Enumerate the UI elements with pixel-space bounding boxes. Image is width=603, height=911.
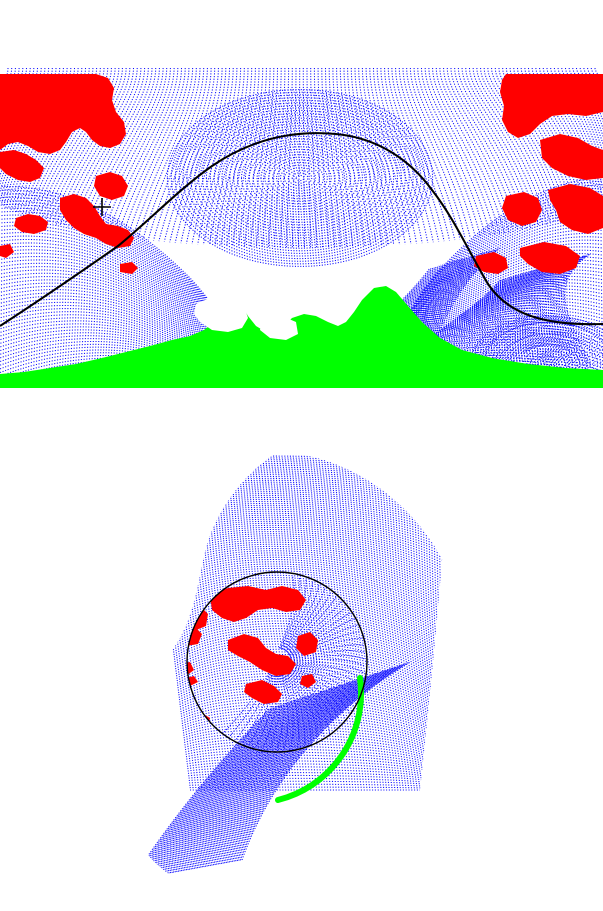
red-region-dot-a (120, 262, 138, 274)
red-region-upper-right-b (540, 134, 603, 180)
red-region-upper-left-b (0, 150, 44, 182)
panel-background-bottom (0, 440, 603, 911)
red-region-right-mid (548, 184, 603, 234)
boundary-curve-main (0, 132, 603, 327)
red-globe-center (228, 634, 296, 676)
green-arc-band (275, 675, 364, 803)
red-region-left-island (14, 214, 48, 234)
red-region-dot-b (0, 244, 14, 258)
green-filled-band (0, 278, 603, 388)
red-region-right-mid-b (502, 192, 542, 226)
green-limb-arc (275, 675, 364, 803)
red-region-upper-right (500, 74, 603, 138)
orthographic-projection-panel (0, 440, 603, 911)
red-region-right-low-b (474, 252, 508, 274)
red-globe-north (210, 586, 306, 622)
red-globe-east (296, 632, 318, 656)
red-globe-south (244, 680, 282, 704)
red-region-left-spur (94, 172, 128, 200)
black-boundary-curve (0, 132, 603, 327)
green-hole-a (194, 296, 248, 332)
green-hole-c (260, 316, 298, 340)
red-filled-regions (0, 74, 603, 274)
green-hole-b (250, 278, 310, 316)
red-globe-dot-a (187, 662, 194, 676)
red-region-upper-left (0, 74, 126, 154)
red-region-left-peninsula (60, 194, 134, 248)
orthographic-plot-svg (0, 440, 603, 911)
cylindrical-plot-svg (0, 68, 603, 388)
black-globe-outline (186, 571, 368, 753)
green-hole-d (318, 290, 344, 312)
globe-limb-circle (186, 571, 368, 753)
red-globe-dot-c (300, 674, 316, 688)
cylindrical-projection-panel (0, 68, 603, 388)
red-region-right-low (520, 242, 580, 274)
green-lower-landmass (0, 286, 603, 388)
crosshair-marker[interactable] (93, 198, 111, 216)
